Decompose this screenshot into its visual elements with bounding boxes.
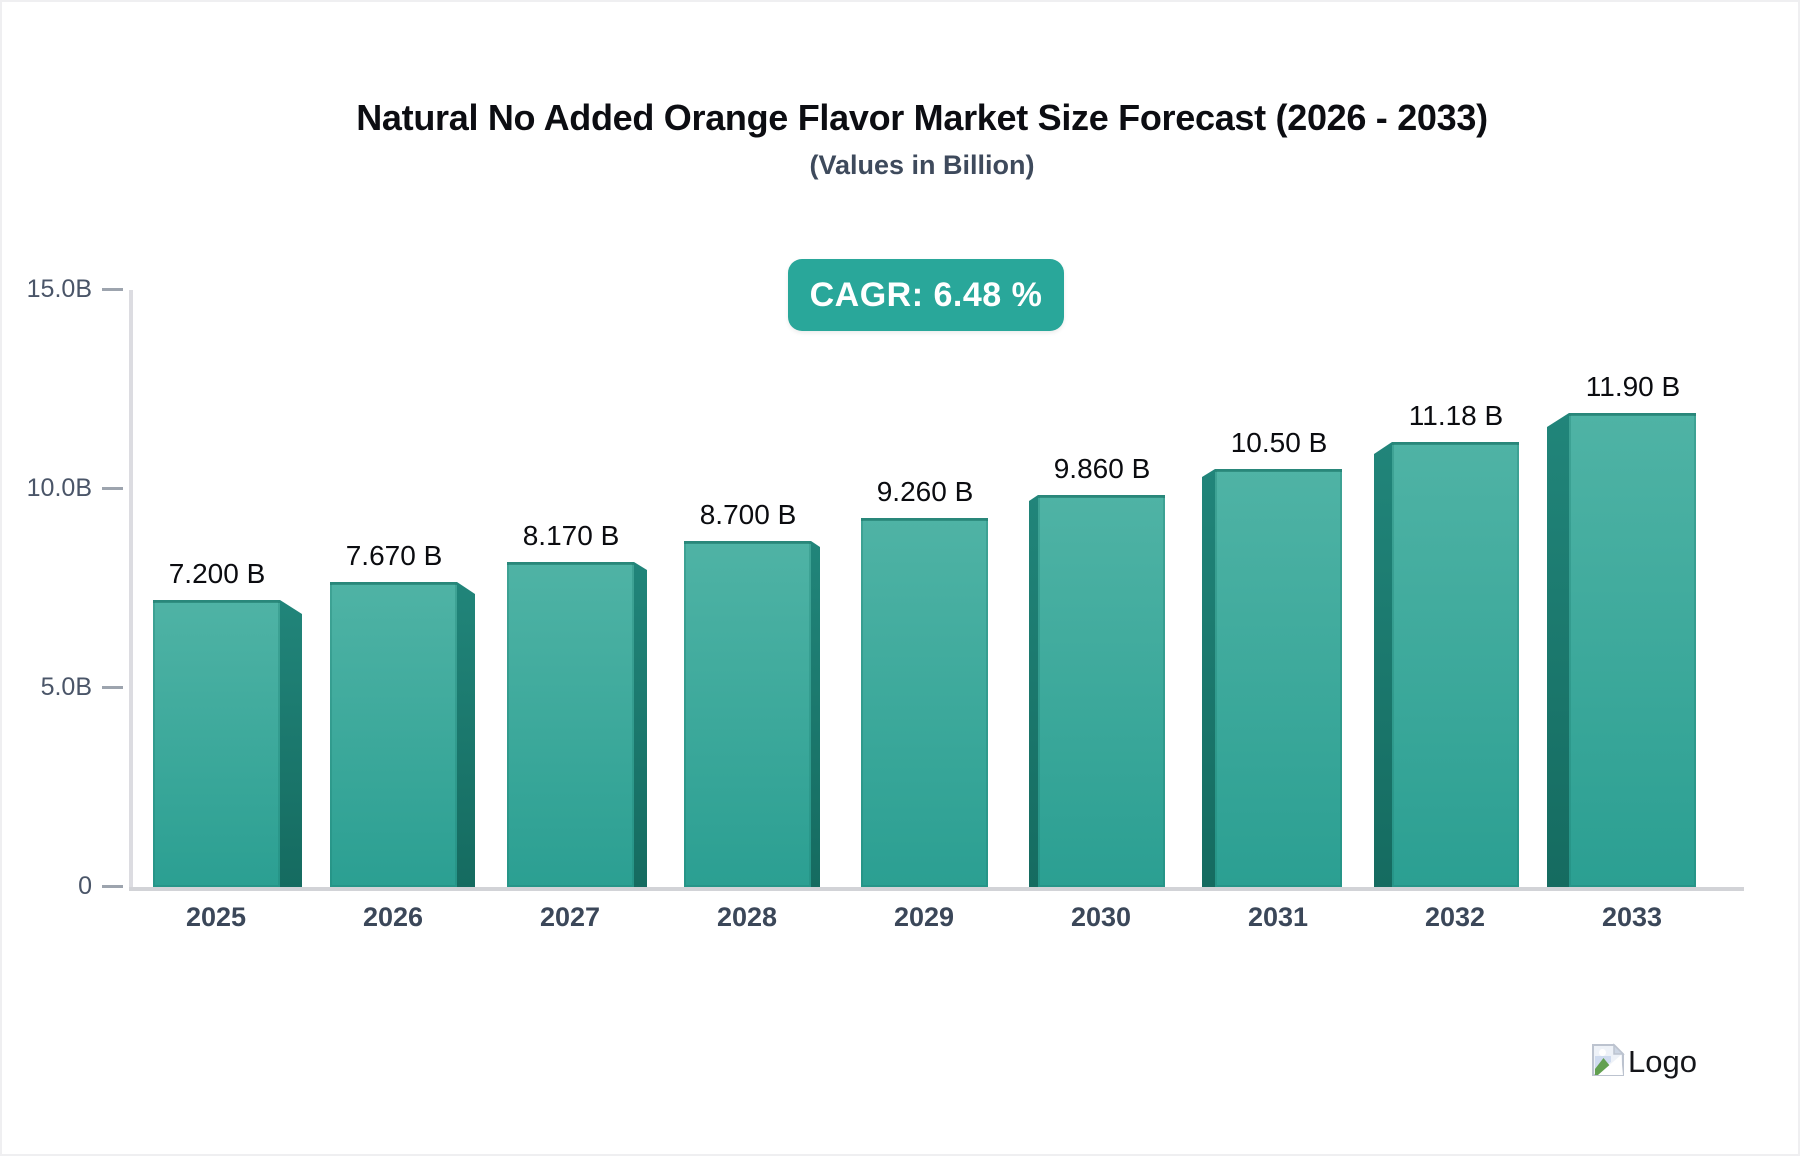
chart-header: Natural No Added Orange Flavor Market Si… [42, 2, 1798, 180]
bar-side-face [1547, 413, 1569, 887]
y-tick-mark [102, 487, 123, 490]
bar-2032: 11.18 B [1374, 400, 1519, 887]
bar-face [1038, 495, 1165, 887]
bar-value-label: 8.700 B [699, 499, 797, 530]
bar-side-face [634, 562, 647, 887]
y-tick-label: 15.0B [26, 275, 92, 303]
y-tick-mark [102, 288, 123, 291]
bar-2025: 7.200 B [153, 558, 302, 887]
bar-face [1569, 413, 1696, 887]
bar-value-label: 10.50 B [1230, 427, 1328, 458]
chart-subtitle: (Values in Billion) [809, 150, 1035, 180]
x-tick-label-2033: 2033 [1601, 902, 1663, 932]
bar-2028: 8.700 B [684, 499, 820, 887]
y-tick-label: 0 [78, 872, 92, 900]
bar-face [507, 562, 634, 887]
bar-2029: 9.260 B [861, 476, 988, 887]
bar-value-label: 9.860 B [1053, 453, 1151, 484]
bar-value-label: 11.18 B [1408, 400, 1504, 431]
bar-2027: 8.170 B [507, 520, 647, 887]
bar-side-face [1202, 469, 1215, 887]
x-tick-label-2029: 2029 [893, 902, 955, 932]
bar-value-label: 11.90 B [1585, 371, 1681, 402]
y-tick-mark [102, 885, 123, 888]
bar-side-face [811, 541, 820, 887]
bar-2030: 9.860 B [1029, 453, 1165, 887]
x-tick-label-2030: 2030 [1070, 902, 1132, 932]
bar-side-face [1029, 495, 1038, 887]
y-tick-mark [102, 686, 123, 689]
bar-value-label: 9.260 B [876, 476, 974, 507]
x-axis-line [129, 887, 1744, 891]
y-tick-label: 10.0B [26, 474, 92, 502]
y-tick-label: 5.0B [40, 673, 92, 701]
bar-face [861, 518, 988, 887]
x-tick-label-2031: 2031 [1247, 902, 1309, 932]
bar-2031: 10.50 B [1202, 427, 1342, 887]
chart-title: Natural No Added Orange Flavor Market Si… [356, 97, 1488, 138]
bar-face [684, 541, 811, 887]
bar-side-face [280, 600, 302, 887]
y-axis-line [129, 290, 133, 891]
bar-side-face [1374, 442, 1392, 887]
bar-2033: 11.90 B [1547, 371, 1696, 887]
logo-text: Logo [1628, 1043, 1697, 1079]
bar-value-label: 7.200 B [168, 558, 266, 589]
x-tick-label-2025: 2025 [185, 902, 247, 932]
x-tick-label-2026: 2026 [362, 902, 424, 932]
bar-face [1215, 469, 1342, 887]
bar-2026: 7.670 B [330, 540, 475, 887]
bar-face [330, 582, 457, 887]
x-tick-label-2032: 2032 [1424, 902, 1486, 932]
x-tick-label-2028: 2028 [716, 902, 778, 932]
cagr-badge: CAGR: 6.48 % [788, 259, 1064, 331]
bar-value-label: 8.170 B [522, 520, 620, 551]
bar-value-label: 7.670 B [345, 540, 443, 571]
logo-watermark: Logo [1590, 1042, 1697, 1079]
bar-side-face [457, 582, 475, 887]
broken-image-icon [1592, 1043, 1625, 1076]
bar-face [1392, 442, 1519, 887]
bar-face [153, 600, 280, 887]
x-tick-label-2027: 2027 [539, 902, 601, 932]
